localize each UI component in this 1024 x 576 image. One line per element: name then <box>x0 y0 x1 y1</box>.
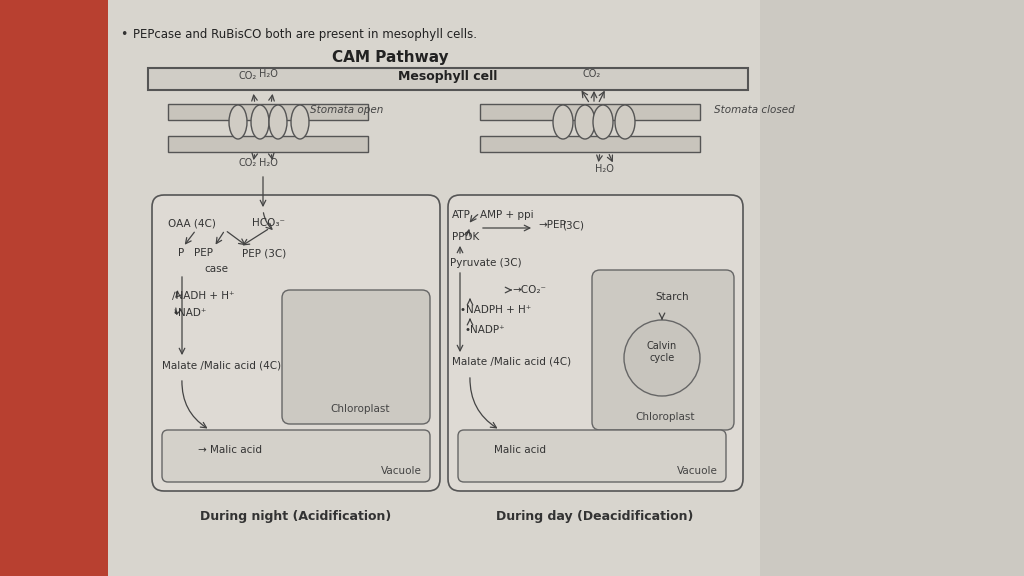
FancyBboxPatch shape <box>162 430 430 482</box>
Text: Malate /Malic acid (4C): Malate /Malic acid (4C) <box>452 356 571 366</box>
Bar <box>760 0 1024 576</box>
Text: Vacuole: Vacuole <box>677 466 718 476</box>
Text: Stomata closed: Stomata closed <box>714 105 795 115</box>
Bar <box>168 136 368 152</box>
Ellipse shape <box>251 105 269 139</box>
Text: HCO₃⁻: HCO₃⁻ <box>252 218 285 228</box>
Ellipse shape <box>615 105 635 139</box>
Text: Calvin
cycle: Calvin cycle <box>647 341 677 363</box>
Text: H₂O: H₂O <box>259 158 278 168</box>
Ellipse shape <box>553 105 573 139</box>
Text: •NAD⁺: •NAD⁺ <box>172 308 207 318</box>
Text: During day (Deacidification): During day (Deacidification) <box>497 510 693 523</box>
Text: →CO₂⁻: →CO₂⁻ <box>512 285 546 295</box>
Text: H₂O: H₂O <box>259 69 278 79</box>
FancyBboxPatch shape <box>458 430 726 482</box>
Ellipse shape <box>575 105 595 139</box>
Text: AMP + ppi: AMP + ppi <box>480 210 534 220</box>
Ellipse shape <box>269 105 287 139</box>
Text: Stomata open: Stomata open <box>310 105 383 115</box>
Text: •: • <box>120 28 127 41</box>
Text: •NADPH + H⁺: •NADPH + H⁺ <box>460 305 531 315</box>
Text: Chloroplast: Chloroplast <box>635 412 694 422</box>
FancyBboxPatch shape <box>282 290 430 424</box>
Text: CAM Pathway: CAM Pathway <box>332 50 449 65</box>
Bar <box>148 68 748 536</box>
Text: •NADP⁺: •NADP⁺ <box>464 325 505 335</box>
Text: OAA (4C): OAA (4C) <box>168 218 216 228</box>
Text: → Malic acid: → Malic acid <box>198 445 262 455</box>
Bar <box>480 136 700 152</box>
Circle shape <box>624 320 700 396</box>
Text: H₂O: H₂O <box>595 164 613 174</box>
Text: (3C): (3C) <box>562 220 584 230</box>
Text: P: P <box>178 248 184 258</box>
Bar <box>0 0 108 576</box>
Ellipse shape <box>593 105 613 139</box>
Ellipse shape <box>229 105 247 139</box>
Text: CO₂: CO₂ <box>239 71 257 81</box>
Bar <box>108 0 868 576</box>
Text: PEP (3C): PEP (3C) <box>242 248 287 258</box>
Text: CO₂: CO₂ <box>583 69 601 79</box>
Text: Mesophyll cell: Mesophyll cell <box>398 70 498 83</box>
Text: case: case <box>204 264 228 274</box>
FancyBboxPatch shape <box>449 195 743 491</box>
Text: Vacuole: Vacuole <box>381 466 422 476</box>
Text: Malic acid: Malic acid <box>494 445 546 455</box>
Text: PEPcase and RuBisCO both are present in mesophyll cells.: PEPcase and RuBisCO both are present in … <box>133 28 477 41</box>
Text: Starch: Starch <box>655 292 689 302</box>
Bar <box>148 68 748 90</box>
Text: →PEP: →PEP <box>538 220 565 230</box>
Bar <box>168 104 368 120</box>
Text: Pyruvate (3C): Pyruvate (3C) <box>450 258 521 268</box>
Text: During night (Acidification): During night (Acidification) <box>201 510 391 523</box>
Text: ATP: ATP <box>452 210 471 220</box>
FancyBboxPatch shape <box>592 270 734 430</box>
Text: CO₂: CO₂ <box>239 158 257 168</box>
FancyBboxPatch shape <box>152 195 440 491</box>
Text: PEP: PEP <box>194 248 213 258</box>
Text: ∕NADH + H⁺: ∕NADH + H⁺ <box>172 290 234 300</box>
Text: PPDK: PPDK <box>452 232 479 242</box>
Bar <box>480 104 700 120</box>
Text: Chloroplast: Chloroplast <box>331 404 390 414</box>
Text: Malate /Malic acid (4C): Malate /Malic acid (4C) <box>162 360 282 370</box>
Ellipse shape <box>291 105 309 139</box>
